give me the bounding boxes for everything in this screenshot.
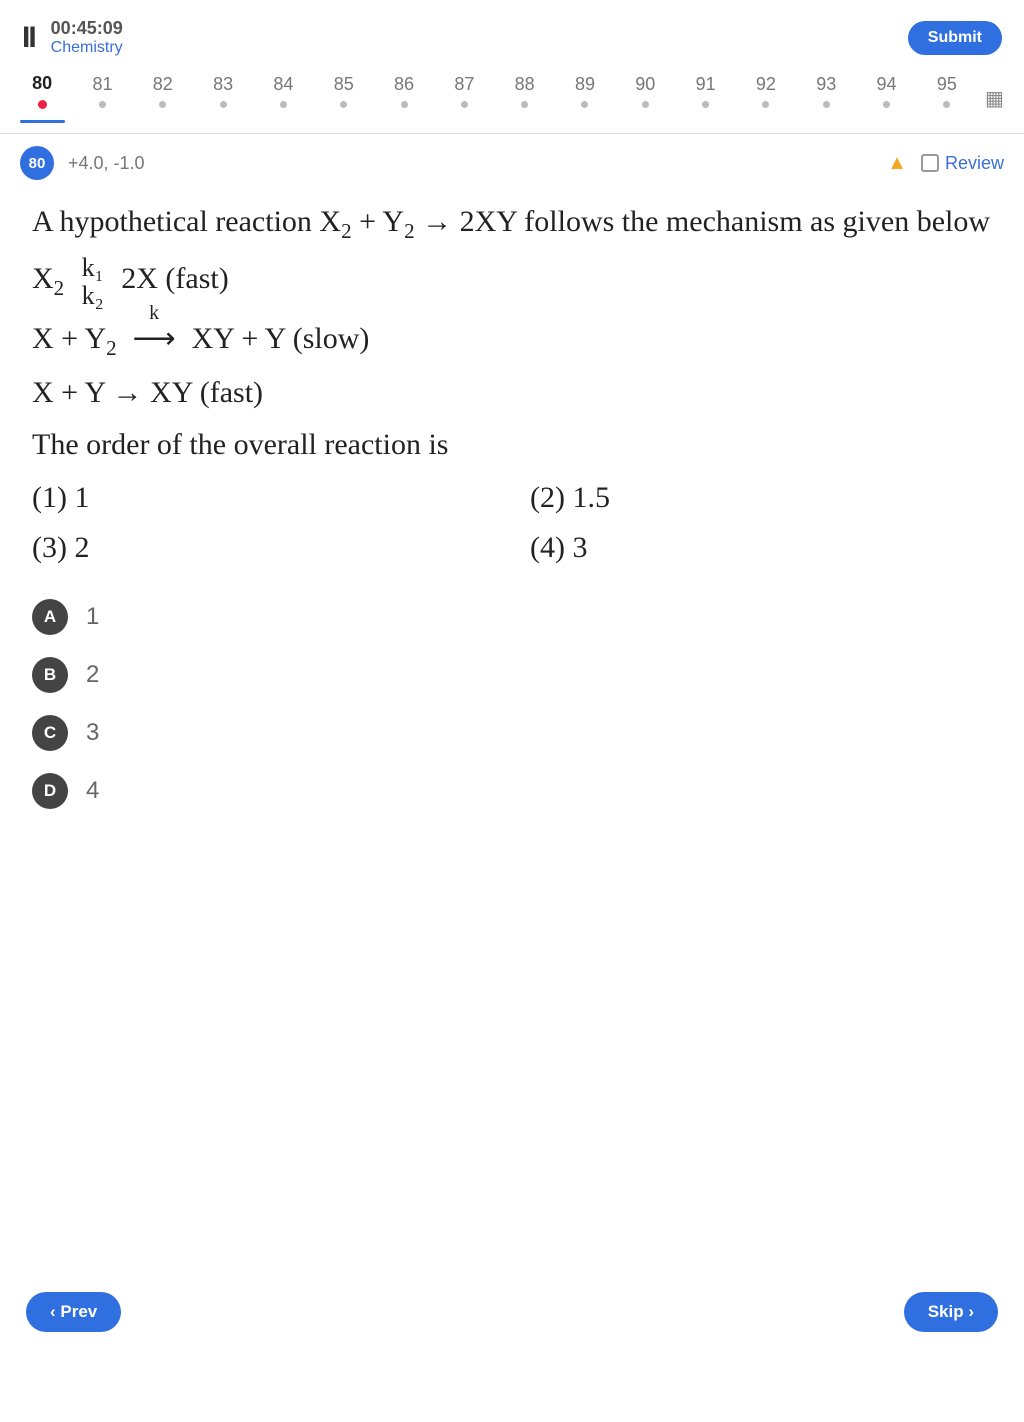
qnav-item-87[interactable]: 87 [436,74,492,122]
status-dot [823,101,830,108]
status-dot [280,101,287,108]
header: II 00:45:09 Chemistry Submit [0,0,1024,67]
status-dot [943,101,950,108]
qnav-item-80[interactable]: 80 [14,73,70,123]
checkbox-icon[interactable] [921,154,939,172]
rate-constants: k₁ k₂ [82,254,104,309]
qnav-item-83[interactable]: 83 [195,74,251,122]
question-number-badge: 80 [20,146,54,180]
mechanism-step-3: X + Y → XY (fast) [32,371,998,415]
question-body: A hypothetical reaction X2 + Y2 → 2XY fo… [0,192,1024,1274]
qnav-item-90[interactable]: 90 [617,74,673,122]
mech1-left: X [32,263,54,296]
subject-label: Chemistry [51,39,892,57]
qnav-item-93[interactable]: 93 [798,74,854,122]
inline-option-3: (3) 2 [32,526,500,570]
answer-label: 2 [86,658,99,693]
quiz-screen: II 00:45:09 Chemistry Submit 80818283848… [0,0,1024,1422]
qnav-item-81[interactable]: 81 [74,74,130,122]
marking-scheme: +4.0, -1.0 [68,153,145,174]
question-nav: 80818283848586878889909192939495 ▦ [0,67,1024,134]
skip-button[interactable]: Skip › [904,1292,998,1332]
answer-option-d[interactable]: D 4 [32,773,998,809]
q-intro-a: A hypothetical reaction X [32,205,341,238]
prev-button[interactable]: ‹ Prev [26,1292,121,1332]
status-dot [702,101,709,108]
question-ask: The order of the overall reaction is [32,423,998,467]
answer-list: A 1 B 2 C 3 D 4 [32,599,998,809]
mechanism-step-2: X + Y2 ⟶k XY + Y (slow) [32,317,998,363]
header-info: 00:45:09 Chemistry [51,18,892,57]
status-dot [762,101,769,108]
status-dot [38,100,47,109]
status-dot [521,101,528,108]
q-intro-b: + Y [352,205,404,238]
pause-icon[interactable]: II [22,21,35,55]
mech1-k2: k₂ [82,282,104,309]
mech2-k: k [124,299,184,328]
grid-icon[interactable]: ▦ [979,86,1010,111]
answer-badge: B [32,657,68,693]
timer: 00:45:09 [51,18,892,39]
status-dot [883,101,890,108]
status-dot [220,101,227,108]
marks-row: 80 +4.0, -1.0 ▲ Review [0,134,1024,192]
mech1-k1: k₁ [82,254,104,281]
qnav-item-95[interactable]: 95 [919,74,975,122]
status-dot [340,101,347,108]
warning-icon[interactable]: ▲ [887,152,907,175]
qnav-item-88[interactable]: 88 [497,74,553,122]
inline-option-4: (4) 3 [530,526,998,570]
qnav-item-86[interactable]: 86 [376,74,432,122]
review-label: Review [945,153,1004,174]
review-toggle[interactable]: Review [921,153,1004,174]
answer-badge: A [32,599,68,635]
status-dot [401,101,408,108]
status-dot [159,101,166,108]
status-dot [642,101,649,108]
qnav-item-92[interactable]: 92 [738,74,794,122]
answer-option-a[interactable]: A 1 [32,599,998,635]
answer-badge: C [32,715,68,751]
mech1-right: 2X (fast) [121,263,228,296]
qnav-item-85[interactable]: 85 [316,74,372,122]
answer-label: 1 [86,600,99,635]
inline-option-2: (2) 1.5 [530,476,998,520]
answer-option-b[interactable]: B 2 [32,657,998,693]
answer-label: 4 [86,774,99,809]
status-dot [99,101,106,108]
status-dot [581,101,588,108]
answer-label: 3 [86,716,99,751]
q-intro-c: → 2XY follows the mechanism as given bel… [415,205,990,238]
question-text: A hypothetical reaction X2 + Y2 → 2XY fo… [32,200,998,246]
answer-option-c[interactable]: C 3 [32,715,998,751]
qnav-item-89[interactable]: 89 [557,74,613,122]
submit-button[interactable]: Submit [908,21,1002,55]
qnav-item-91[interactable]: 91 [677,74,733,122]
qnav-item-94[interactable]: 94 [858,74,914,122]
answer-badge: D [32,773,68,809]
qnav-item-82[interactable]: 82 [135,74,191,122]
inline-option-1: (1) 1 [32,476,500,520]
inline-options: (1) 1 (2) 1.5 (3) 2 (4) 3 [32,476,998,569]
footer: ‹ Prev Skip › [0,1274,1024,1422]
qnav-item-84[interactable]: 84 [255,74,311,122]
status-dot [461,101,468,108]
